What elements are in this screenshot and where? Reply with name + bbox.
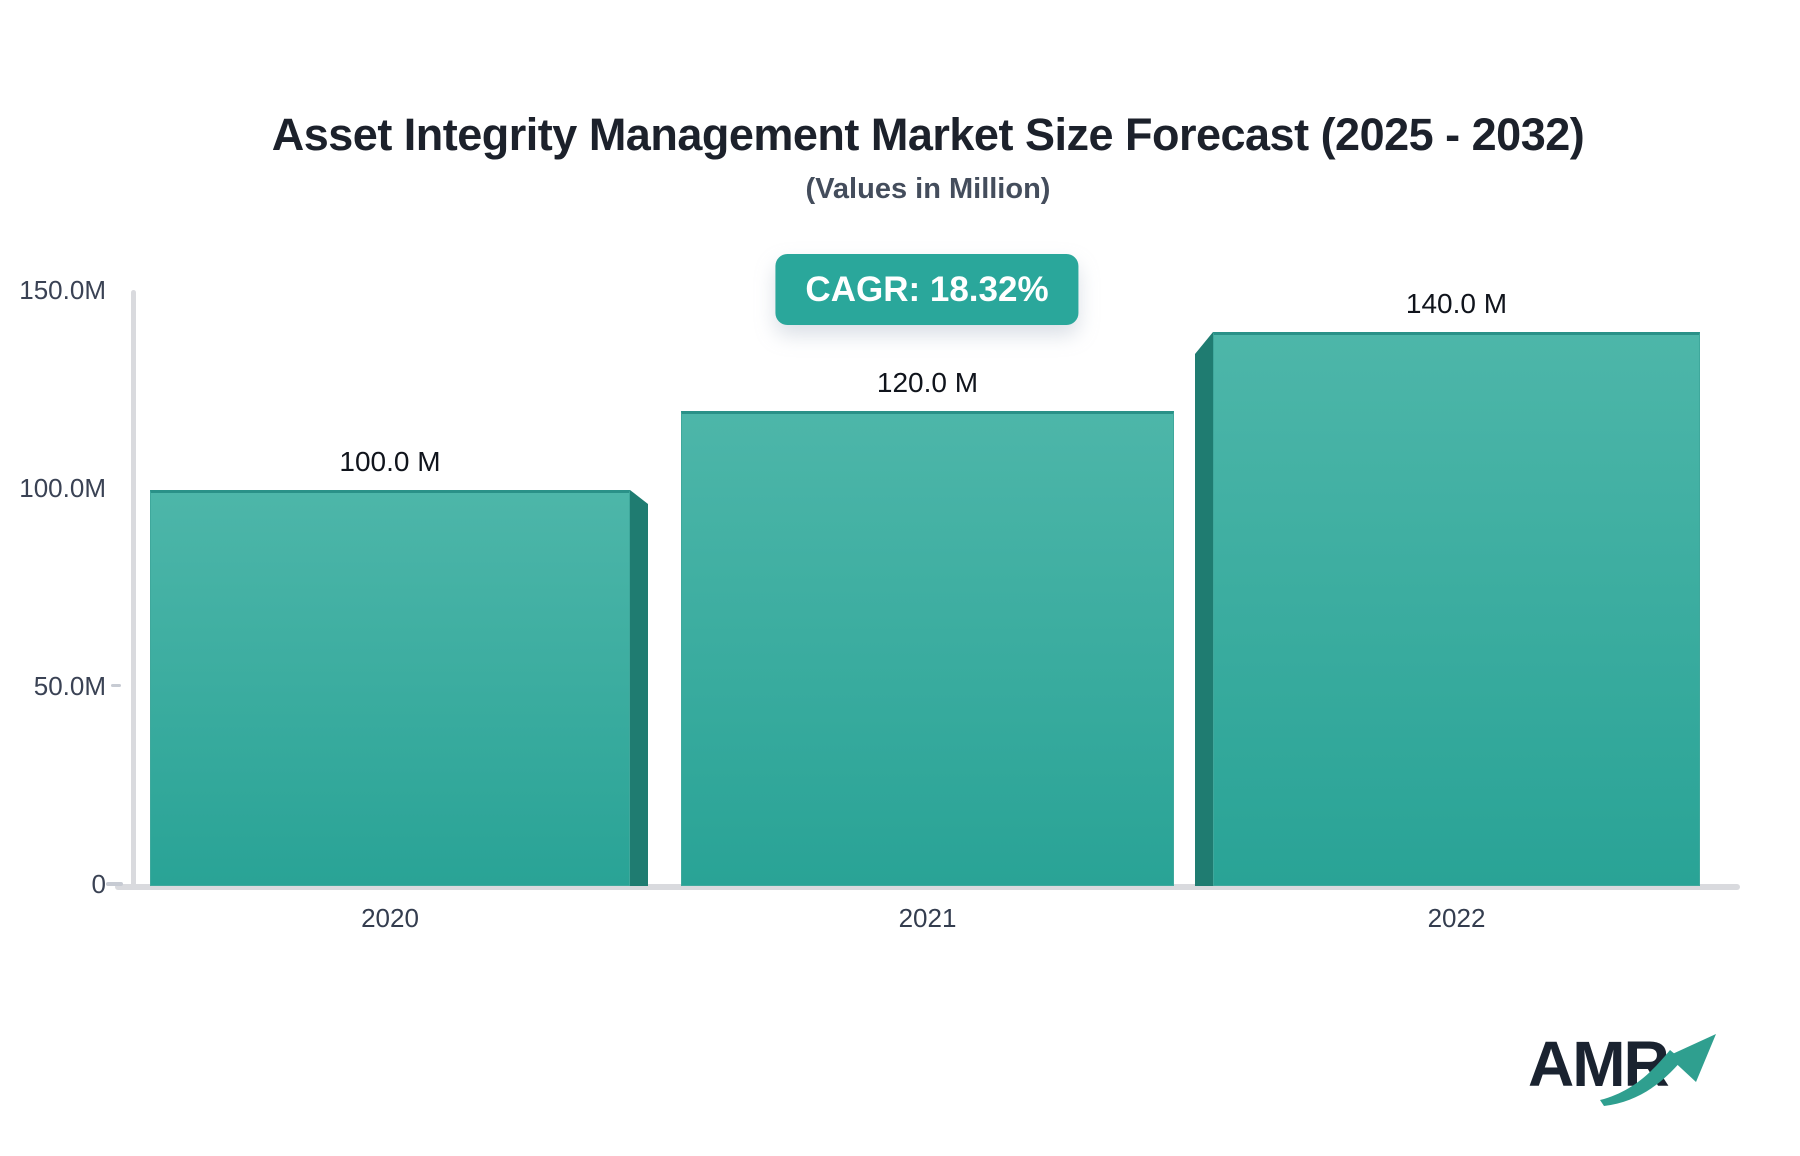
y-axis-tick-label: 100.0M [19,473,106,503]
cagr-badge: CAGR: 18.32% [775,254,1079,325]
y-axis-tick-label: 150.0M [19,275,106,305]
x-axis-line [115,884,1740,890]
amr-logo: AMR [1528,1032,1748,1132]
y-axis-tick-mark [111,684,121,687]
bar-value-label: 120.0 M [876,367,979,398]
bar-2022 [1213,332,1700,886]
bar-2021 [681,411,1174,886]
bar-side-face [630,490,648,886]
x-axis-tick-label: 2021 [898,903,957,933]
y-axis-line [131,290,136,887]
y-axis-tick-mark [106,882,123,886]
bar-value-label: 100.0 M [339,446,441,477]
chart-title: Asset Integrity Management Market Size F… [271,109,1585,160]
bar-2020 [150,490,630,886]
amr-logo-arrow-icon [1600,1034,1716,1106]
bar-value-label: 140.0 M [1405,288,1508,319]
x-axis-tick-label: 2020 [361,903,419,933]
y-axis-tick-label: 0 [91,869,106,899]
y-axis-tick-label: 50.0M [33,671,106,701]
x-axis-tick-label: 2022 [1427,903,1486,933]
chart-subtitle: (Values in Million) [805,173,1051,205]
bar-side-face [1195,332,1213,886]
